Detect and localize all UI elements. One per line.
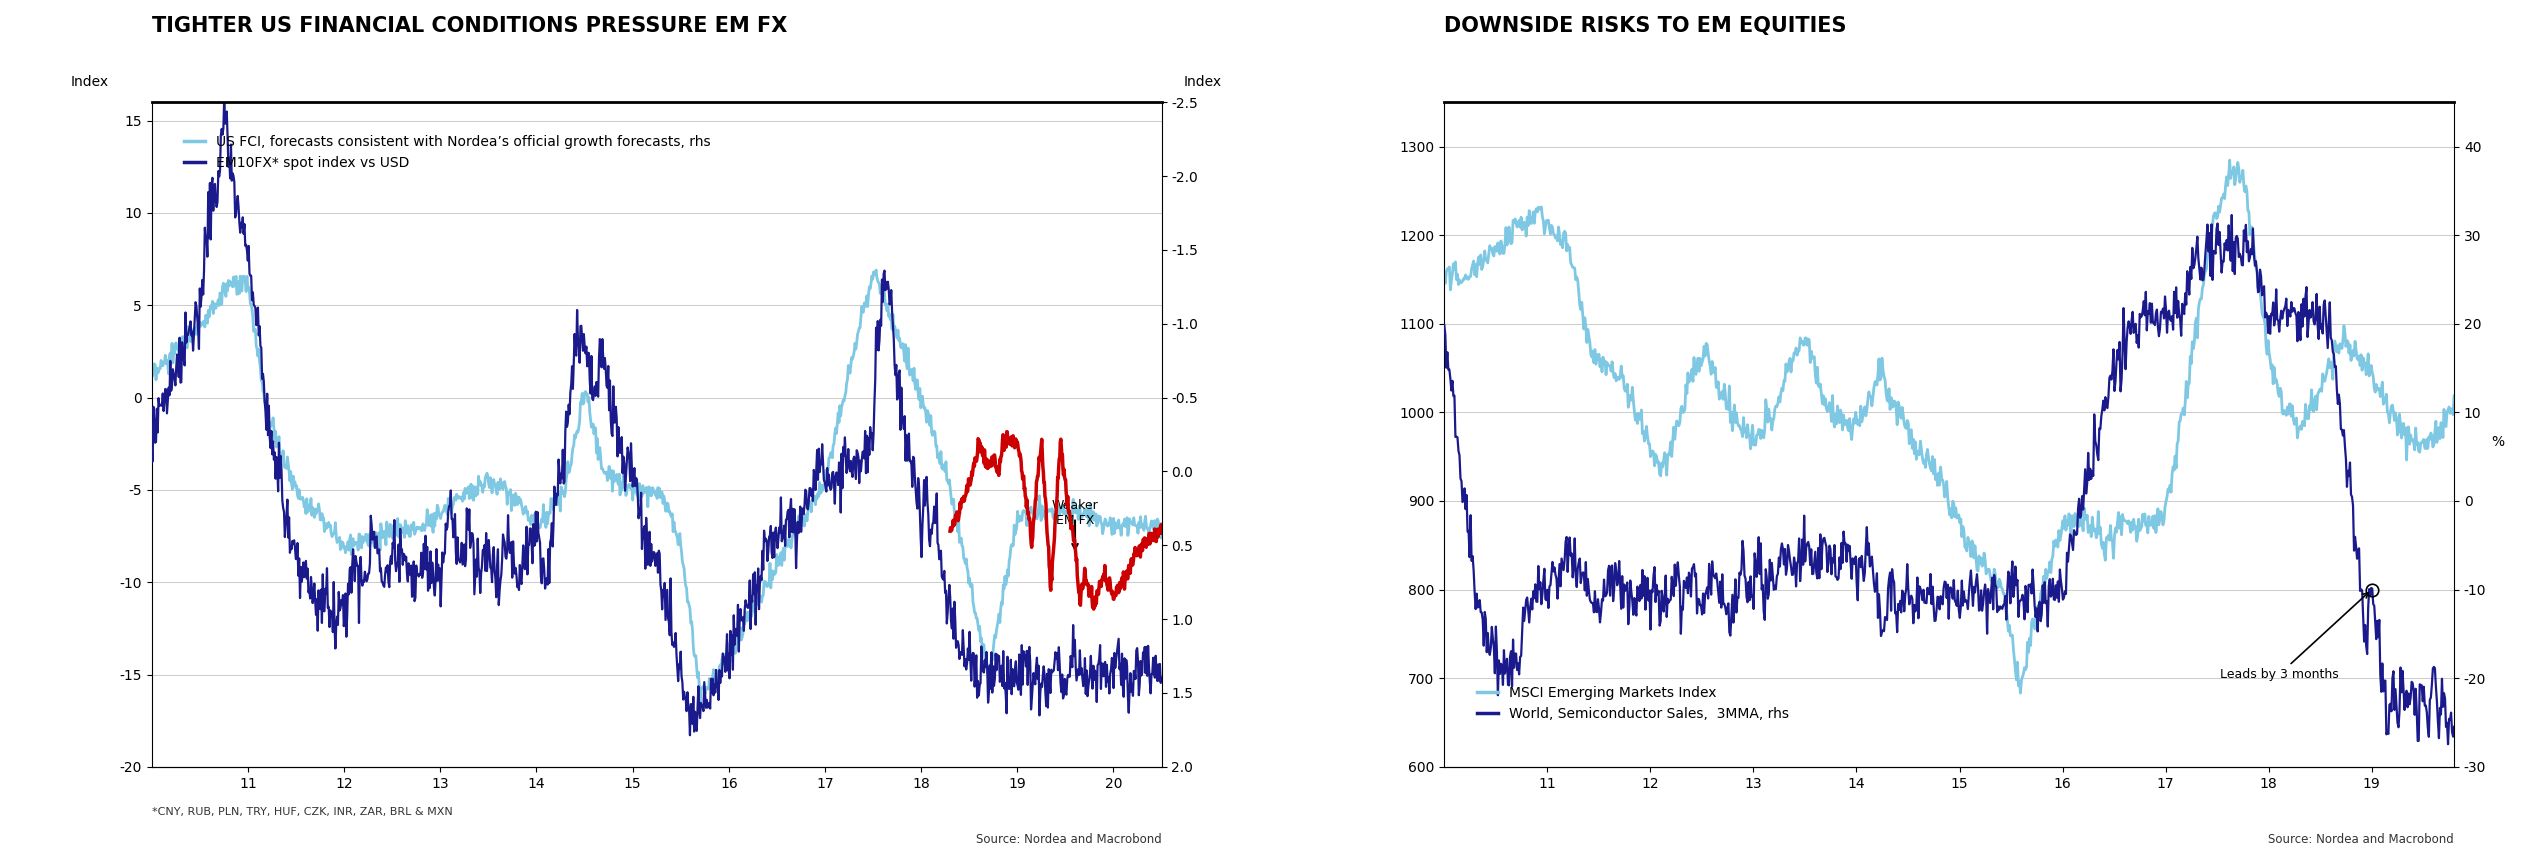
- Text: Weaker
EM FX: Weaker EM FX: [1052, 499, 1098, 527]
- Text: DOWNSIDE RISKS TO EM EQUITIES: DOWNSIDE RISKS TO EM EQUITIES: [1445, 16, 1847, 36]
- Text: Index: Index: [1184, 75, 1222, 89]
- Text: Source: Nordea and Macrobond: Source: Nordea and Macrobond: [977, 833, 1161, 846]
- Legend: MSCI Emerging Markets Index, World, Semiconductor Sales,  3MMA, rhs: MSCI Emerging Markets Index, World, Semi…: [1472, 681, 1794, 727]
- Y-axis label: %: %: [2492, 435, 2505, 448]
- Text: TIGHTER US FINANCIAL CONDITIONS PRESSURE EM FX: TIGHTER US FINANCIAL CONDITIONS PRESSURE…: [152, 16, 787, 36]
- Text: Leads by 3 months: Leads by 3 months: [2219, 593, 2368, 682]
- Legend: US FCI, forecasts consistent with Nordea’s official growth forecasts, rhs, EM10F: US FCI, forecasts consistent with Nordea…: [180, 130, 716, 176]
- Text: Index: Index: [71, 75, 109, 89]
- Text: Source: Nordea and Macrobond: Source: Nordea and Macrobond: [2269, 833, 2454, 846]
- Text: *CNY, RUB, PLN, TRY, HUF, CZK, INR, ZAR, BRL & MXN: *CNY, RUB, PLN, TRY, HUF, CZK, INR, ZAR,…: [152, 807, 453, 817]
